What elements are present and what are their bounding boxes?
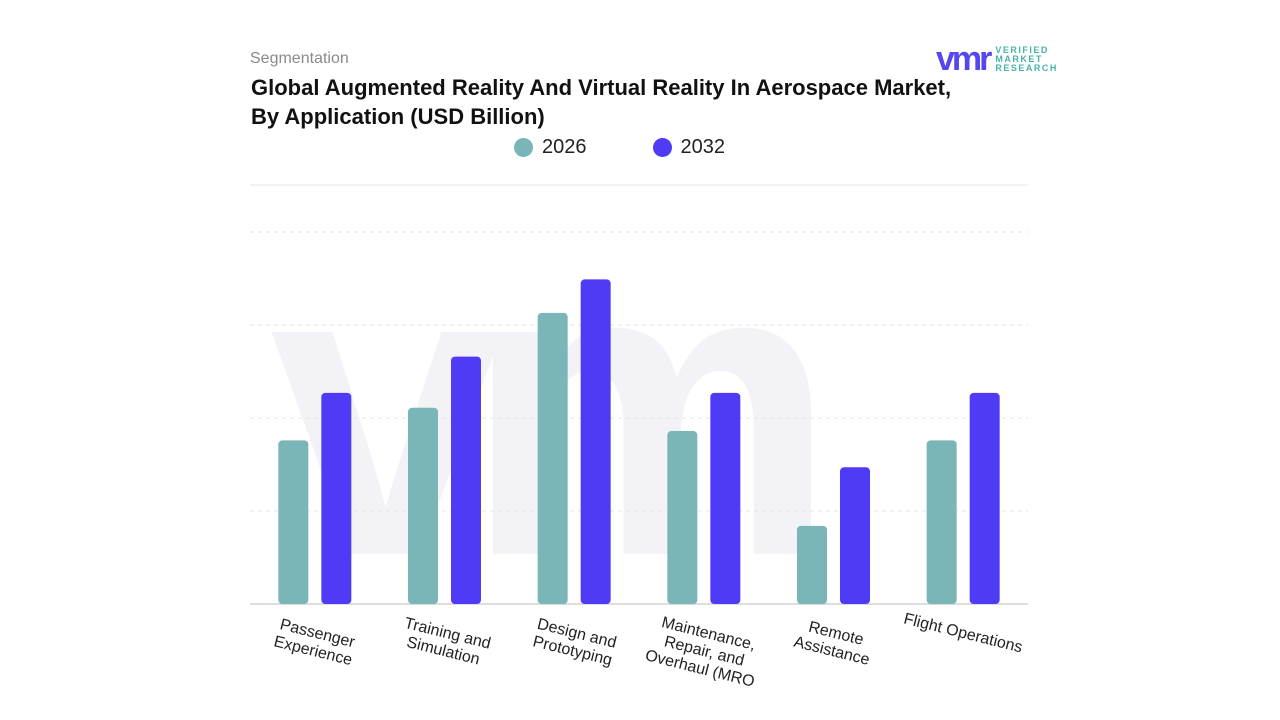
bar-2032-0 xyxy=(321,392,352,604)
logo-line1: VERIFIED xyxy=(995,44,1049,55)
legend-swatch xyxy=(514,138,533,157)
legend-label: 2026 xyxy=(542,136,587,158)
bar-2032-2 xyxy=(580,279,611,604)
bar-2026-4 xyxy=(797,525,827,604)
legend-item-2026: 2026 xyxy=(514,136,587,159)
chart-title: Global Augmented Reality And Virtual Rea… xyxy=(251,75,952,129)
legend-label: 2032 xyxy=(680,136,726,158)
bar-2032-5 xyxy=(969,392,1000,604)
logo-mark: vmr xyxy=(936,40,992,78)
logo-line2: MARKET xyxy=(995,53,1043,64)
vmr-logo: vmr VERIFIED MARKET RESEARCH xyxy=(936,40,1058,78)
legend-item-2032: 2032 xyxy=(652,136,726,159)
bar-2026-0 xyxy=(278,440,309,604)
bar-2026-2 xyxy=(537,312,568,604)
bar-2026-1 xyxy=(408,407,438,604)
legend: 2026 2032 xyxy=(514,136,725,159)
bar-2032-3 xyxy=(710,392,741,604)
bar-2026-5 xyxy=(926,440,957,604)
bar-2026-3 xyxy=(667,431,698,604)
bar-2032-4 xyxy=(840,467,870,604)
logo-line3: RESEARCH xyxy=(995,62,1058,73)
bar-2032-1 xyxy=(451,356,481,604)
segmentation-label: Segmentation xyxy=(250,50,349,67)
legend-swatch xyxy=(652,138,672,157)
